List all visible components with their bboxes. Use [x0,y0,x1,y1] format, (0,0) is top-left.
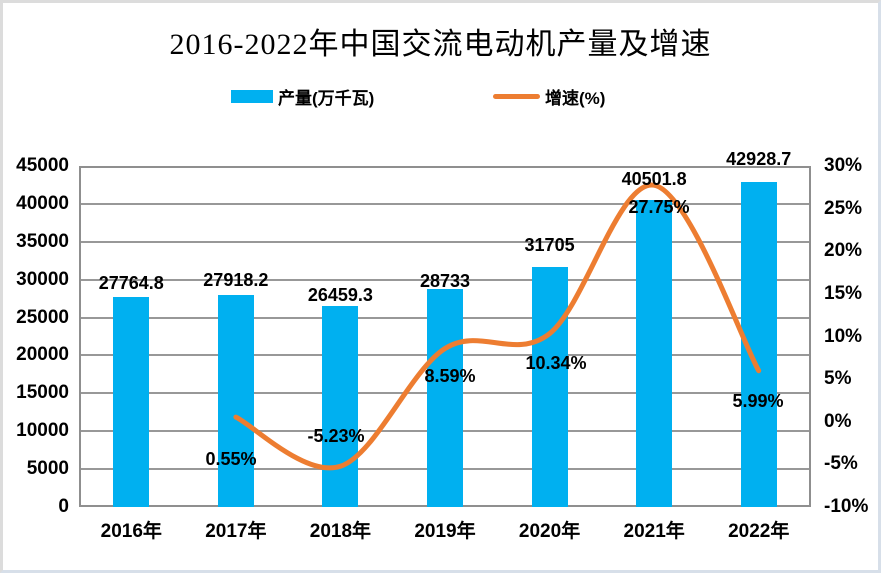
left-axis-tick: 45000 [16,155,69,176]
legend-label-production: 产量(万千瓦) [278,88,375,108]
growth-value-label: 8.59% [424,366,476,386]
growth-value-label: 27.75% [628,197,690,217]
legend-swatch-growth-icon [493,93,540,99]
legend-label-growth: 增速(%) [545,88,606,108]
x-axis-label: 2021年 [623,521,685,542]
right-axis-tick: 10% [824,325,863,347]
x-axis-label: 2018年 [309,521,372,542]
x-axis-label: 2016年 [100,521,162,542]
chart-title: 2016-2022年中国交流电动机产量及增速 [169,28,712,61]
legend-item-production: 产量(万千瓦) [231,83,374,109]
right-axis-tick: 15% [824,282,863,304]
right-axis-tick: -5% [824,453,858,475]
growth-value-label: -5.23% [307,426,365,446]
right-axis-tick: 30% [824,155,863,176]
growth-value-label: 10.34% [525,353,587,373]
bar-value-label: 27764.8 [98,273,164,293]
right-axis-tick: 5% [824,368,852,390]
x-axis-label: 2020年 [518,521,581,542]
right-axis-tick: 20% [824,240,863,262]
bar-value-label: 31705 [524,235,575,255]
bar-value-label: 26459.3 [307,285,373,305]
growth-value-label: 5.99% [732,391,784,411]
left-axis-tick: 30000 [16,268,69,290]
left-axis-tick: 5000 [26,458,69,480]
x-axis-label: 2019年 [414,521,476,542]
left-axis-tick: 10000 [16,420,69,442]
bar-value-label: 28733 [419,271,471,291]
left-axis-tick: 20000 [16,344,69,366]
left-axis-tick: 15000 [16,382,69,404]
legend-swatch-production-icon [231,89,273,103]
left-axis-tick: 0 [58,496,69,517]
right-axis-tick: 25% [824,197,863,219]
right-axis-tick: -10% [824,496,869,517]
production-bar [113,296,150,507]
left-axis-tick: 35000 [16,230,69,252]
x-axis-label: 2017年 [205,521,267,542]
legend-item-growth: 增速(%) [493,83,605,109]
right-axis-tick: 0% [824,410,852,432]
data-label-layer: 45000 40000 35000 30000 25000 20000 15000 10000… [3,3,878,570]
bar-value-label: 27918.2 [203,270,269,290]
x-axis-label: 2022年 [728,521,790,542]
left-axis-tick: 25000 [16,306,69,328]
growth-value-label: 0.55% [205,449,257,469]
bar-value-label: 42928.7 [726,149,792,169]
bar-value-label: 40501.8 [621,169,687,189]
left-axis-tick: 40000 [16,192,69,214]
